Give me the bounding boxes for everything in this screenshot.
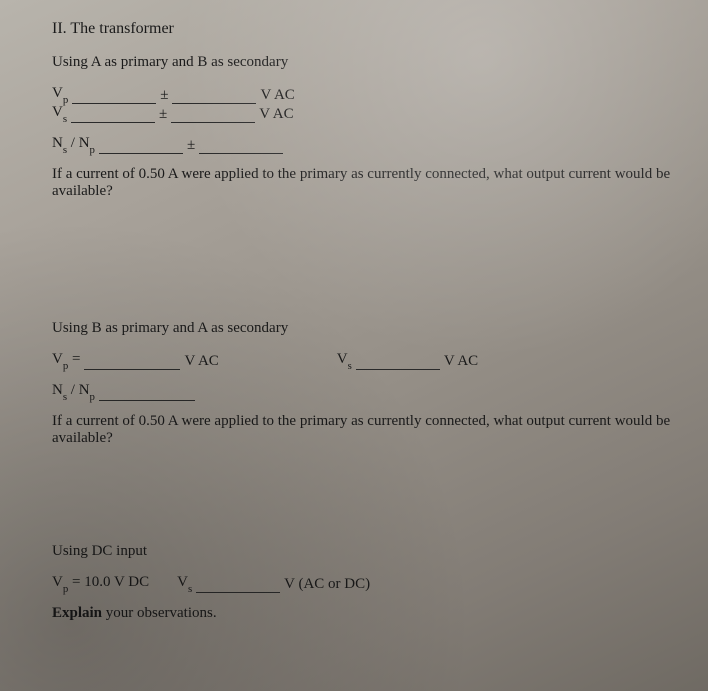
vp2-label: Vp = <box>52 351 80 370</box>
vs-dc-field: Vs V (AC or DC) <box>177 574 370 593</box>
part1-ratio-row: Ns / Np ± <box>52 135 672 154</box>
ratio-field: Ns / Np ± <box>52 135 287 154</box>
ratio2-field: Ns / Np <box>52 382 199 401</box>
pm-symbol-2: ± <box>159 106 167 123</box>
pm-symbol: ± <box>160 87 168 104</box>
vp2-field: Vp = V AC <box>52 351 219 370</box>
ratio-label: Ns / Np <box>52 135 95 154</box>
ratio-err-blank[interactable] <box>199 140 283 154</box>
part1-voltage-row: Vp ± V AC Vs ± V AC <box>52 85 672 123</box>
dc-explain: Explain your observations. <box>52 605 672 622</box>
vs-label: Vs <box>52 104 67 123</box>
vs-dc-blank[interactable] <box>196 579 280 593</box>
vs2-label: Vs <box>337 351 352 370</box>
vs2-unit: V AC <box>444 353 478 370</box>
part1-question: If a current of 0.50 A were applied to t… <box>52 166 672 200</box>
vp-err-blank[interactable] <box>172 90 256 104</box>
vp-dc-label: Vp = 10.0 V DC <box>52 574 149 593</box>
ratio2-label: Ns / Np <box>52 382 95 401</box>
vs2-field: Vs V AC <box>337 351 478 370</box>
dc-voltage-row: Vp = 10.0 V DC Vs V (AC or DC) <box>52 574 672 593</box>
vs-blank[interactable] <box>71 109 155 123</box>
part2-question: If a current of 0.50 A were applied to t… <box>52 413 672 447</box>
section-heading: II. The transformer <box>52 20 672 38</box>
ratio2-blank[interactable] <box>99 387 195 401</box>
dc-heading: Using DC input <box>52 543 672 560</box>
vp2-unit: V AC <box>184 353 218 370</box>
vp-dc-field: Vp = 10.0 V DC <box>52 574 149 593</box>
explain-rest: your observations. <box>102 605 217 621</box>
ratio-blank[interactable] <box>99 140 183 154</box>
vs2-blank[interactable] <box>356 356 440 370</box>
part2-intro: Using B as primary and A as secondary <box>52 320 672 337</box>
vp-blank[interactable] <box>72 90 156 104</box>
part2-voltage-row: Vp = V AC Vs V AC <box>52 351 672 370</box>
vp2-blank[interactable] <box>84 356 180 370</box>
vp-unit: V AC <box>260 87 294 104</box>
vs-dc-label: Vs <box>177 574 192 593</box>
vs-dc-unit: V (AC or DC) <box>284 576 370 593</box>
part2-ratio-row: Ns / Np <box>52 382 672 401</box>
explain-bold: Explain <box>52 605 102 621</box>
vp-label: Vp <box>52 85 68 104</box>
dc-section: Using DC input Vp = 10.0 V DC Vs V (AC o… <box>52 537 672 622</box>
vp-field: Vp ± V AC <box>52 85 295 104</box>
worksheet-page: II. The transformer Using A as primary a… <box>0 0 708 691</box>
vs-err-blank[interactable] <box>171 109 255 123</box>
part1-intro: Using A as primary and B as secondary <box>52 54 672 71</box>
pm-symbol-3: ± <box>187 137 195 154</box>
vs-field: Vs ± V AC <box>52 104 294 123</box>
vs-unit: V AC <box>259 106 293 123</box>
